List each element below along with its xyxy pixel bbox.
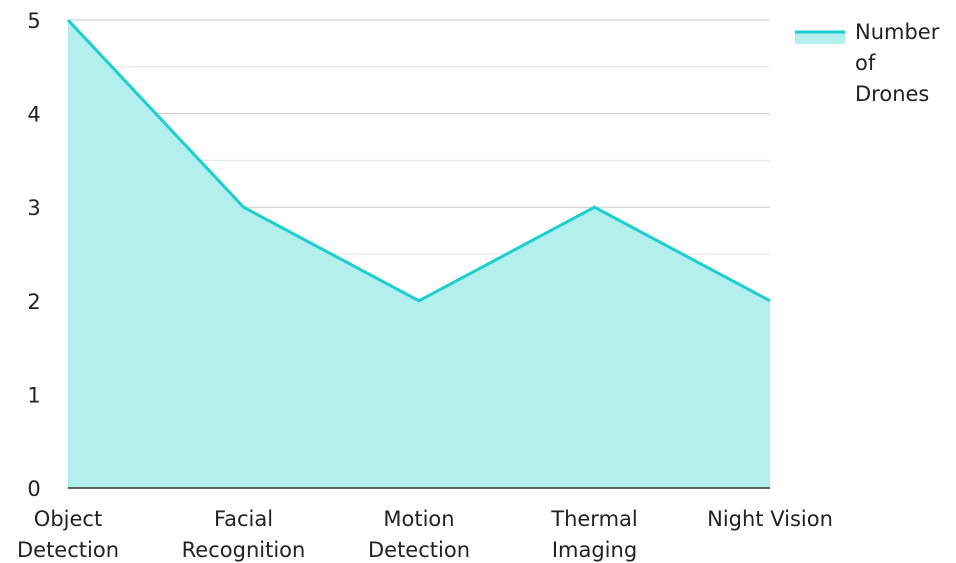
y-tick-label: 4 [27,103,40,127]
legend-label: Number of Drones [855,20,940,106]
area-fill [68,20,770,488]
y-axis-ticks: 0 1 2 3 4 5 [27,9,40,501]
x-tick-label: Night Vision [707,507,833,531]
legend: Number of Drones [795,20,940,106]
y-tick-label: 1 [27,383,40,407]
x-axis-ticks: Object Detection Facial Recognition Motion De… [17,507,833,562]
y-tick-label: 3 [27,196,40,220]
legend-swatch-fill [795,32,845,44]
x-tick-label: Motion Detection [368,507,470,562]
series-line [66,18,771,303]
x-tick-label: Facial Recognition [182,507,306,562]
y-tick-label: 2 [27,290,40,314]
x-tick-label: Object Detection [17,507,119,562]
y-tick-label: 0 [27,477,40,501]
y-tick-label: 5 [27,9,40,33]
x-tick-label: Thermal Imaging [550,507,637,562]
